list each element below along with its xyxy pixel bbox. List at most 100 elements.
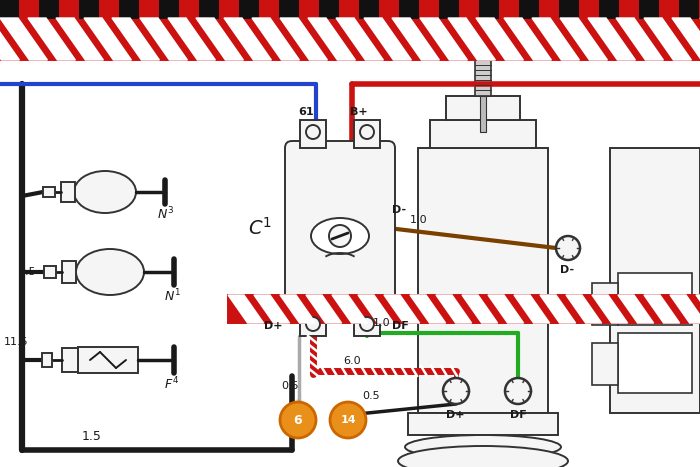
- Bar: [220, 0, 240, 18]
- Polygon shape: [384, 295, 419, 323]
- Circle shape: [360, 125, 374, 139]
- Polygon shape: [560, 18, 608, 60]
- Polygon shape: [488, 295, 524, 323]
- Polygon shape: [392, 18, 440, 60]
- Polygon shape: [84, 18, 132, 60]
- Bar: [440, 0, 460, 18]
- Bar: [540, 0, 560, 18]
- Bar: [446, 96, 520, 120]
- Circle shape: [280, 402, 316, 438]
- Polygon shape: [566, 295, 601, 323]
- Text: 0.5: 0.5: [281, 381, 299, 391]
- Polygon shape: [504, 18, 552, 60]
- Bar: [0, 18, 700, 60]
- Bar: [240, 0, 260, 18]
- Text: B+: B+: [350, 107, 368, 117]
- Text: D-: D-: [392, 205, 406, 215]
- Bar: [180, 0, 200, 18]
- Bar: [78, 347, 138, 373]
- Bar: [380, 0, 400, 18]
- Bar: [140, 0, 160, 18]
- Polygon shape: [56, 18, 104, 60]
- Circle shape: [306, 125, 320, 139]
- Text: D+: D+: [264, 321, 283, 331]
- Bar: [592, 343, 618, 385]
- Polygon shape: [476, 18, 524, 60]
- Polygon shape: [140, 18, 188, 60]
- Bar: [0, 0, 20, 18]
- Text: 1.0: 1.0: [410, 215, 428, 225]
- Polygon shape: [670, 295, 700, 323]
- Text: $F^4$: $F^4$: [164, 375, 179, 392]
- Bar: [300, 308, 326, 336]
- Bar: [100, 0, 120, 18]
- Bar: [200, 0, 220, 18]
- Polygon shape: [616, 18, 664, 60]
- Polygon shape: [592, 295, 628, 323]
- Bar: [280, 0, 300, 18]
- Circle shape: [329, 225, 351, 247]
- Polygon shape: [462, 295, 498, 323]
- Bar: [660, 0, 680, 18]
- Bar: [44, 266, 56, 278]
- Circle shape: [505, 378, 531, 404]
- FancyBboxPatch shape: [285, 141, 395, 315]
- Bar: [120, 0, 140, 18]
- Polygon shape: [280, 295, 316, 323]
- Bar: [408, 413, 558, 435]
- Ellipse shape: [74, 171, 136, 213]
- Bar: [160, 0, 180, 18]
- Bar: [20, 0, 40, 18]
- Bar: [42, 353, 52, 367]
- Polygon shape: [280, 18, 328, 60]
- Bar: [228, 295, 700, 323]
- Bar: [260, 0, 280, 18]
- Polygon shape: [0, 18, 20, 60]
- Polygon shape: [420, 18, 468, 60]
- Bar: [620, 0, 640, 18]
- Polygon shape: [410, 295, 446, 323]
- Polygon shape: [448, 18, 496, 60]
- Polygon shape: [308, 18, 356, 60]
- Text: 0.5: 0.5: [362, 391, 379, 401]
- Bar: [460, 0, 480, 18]
- Circle shape: [306, 317, 320, 331]
- Bar: [420, 0, 440, 18]
- Bar: [320, 0, 340, 18]
- Circle shape: [556, 236, 580, 260]
- Polygon shape: [306, 295, 342, 323]
- Bar: [300, 0, 320, 18]
- Text: DF: DF: [392, 321, 409, 331]
- Bar: [560, 0, 580, 18]
- Ellipse shape: [76, 249, 144, 295]
- Bar: [592, 283, 618, 325]
- Ellipse shape: [311, 218, 369, 254]
- Polygon shape: [112, 18, 160, 60]
- Text: 6.0: 6.0: [343, 356, 360, 366]
- Text: 1.5: 1.5: [82, 430, 102, 443]
- Bar: [43, 187, 55, 197]
- Bar: [61, 182, 75, 202]
- Bar: [60, 0, 80, 18]
- Polygon shape: [28, 18, 76, 60]
- Bar: [62, 261, 76, 283]
- Text: 11.5: 11.5: [4, 337, 29, 347]
- Text: $N^3$: $N^3$: [157, 205, 174, 222]
- Bar: [475, 60, 491, 96]
- Bar: [580, 0, 600, 18]
- Polygon shape: [252, 18, 300, 60]
- Bar: [340, 0, 360, 18]
- Polygon shape: [358, 295, 393, 323]
- Bar: [400, 0, 420, 18]
- Bar: [354, 308, 380, 336]
- Circle shape: [330, 402, 366, 438]
- Bar: [680, 0, 700, 18]
- Bar: [80, 0, 100, 18]
- Bar: [640, 0, 660, 18]
- Polygon shape: [532, 18, 580, 60]
- Polygon shape: [588, 18, 636, 60]
- Text: $N^1$: $N^1$: [164, 288, 181, 304]
- Bar: [600, 0, 620, 18]
- Polygon shape: [644, 18, 692, 60]
- Polygon shape: [672, 18, 700, 60]
